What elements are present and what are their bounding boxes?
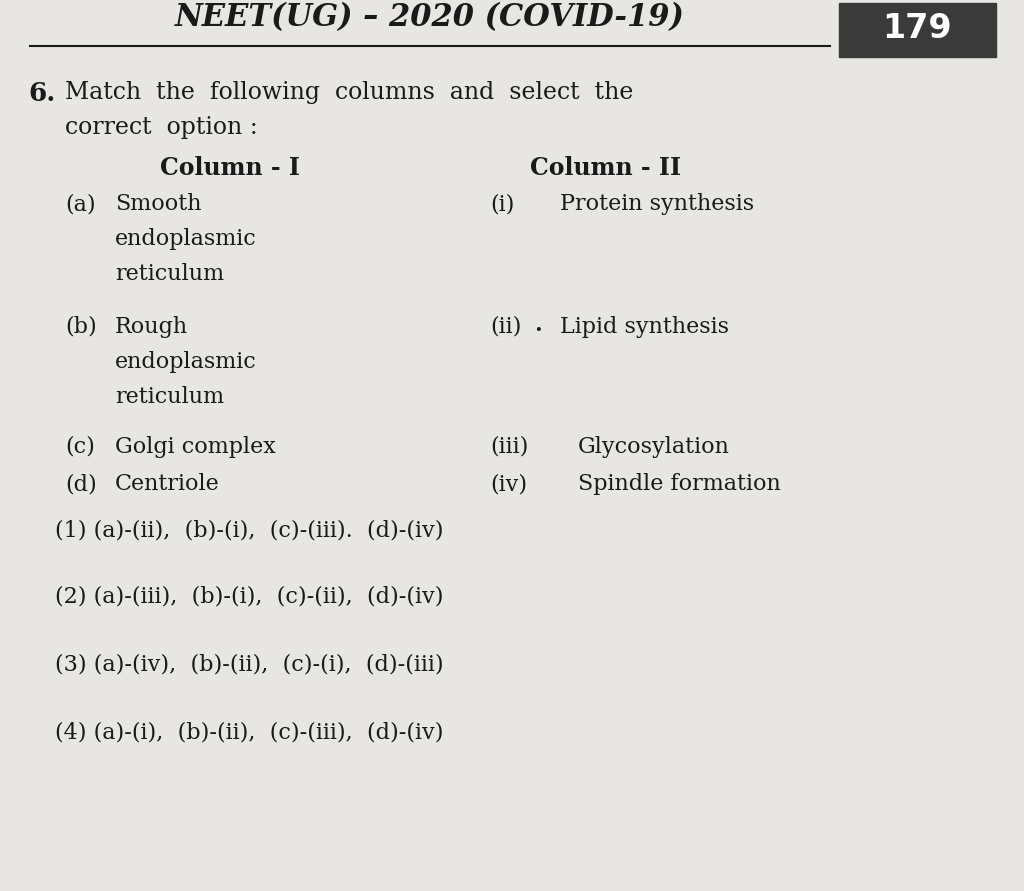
Text: reticulum: reticulum xyxy=(115,386,224,408)
Text: (4) (a)-(i),  (b)-(ii),  (c)-(iii),  (d)-(iv): (4) (a)-(i), (b)-(ii), (c)-(iii), (d)-(i… xyxy=(55,721,443,743)
Text: Smooth: Smooth xyxy=(115,193,202,215)
Text: (3) (a)-(iv),  (b)-(ii),  (c)-(i),  (d)-(iii): (3) (a)-(iv), (b)-(ii), (c)-(i), (d)-(ii… xyxy=(55,653,443,675)
Text: (1) (a)-(ii),  (b)-(i),  (c)-(iii).  (d)-(iv): (1) (a)-(ii), (b)-(i), (c)-(iii). (d)-(i… xyxy=(55,519,443,541)
Text: NEET(UG) – 2020 (COVID-19): NEET(UG) – 2020 (COVID-19) xyxy=(175,2,685,33)
Text: Golgi complex: Golgi complex xyxy=(115,436,275,458)
Text: 179: 179 xyxy=(883,12,952,45)
Text: (c): (c) xyxy=(65,436,95,458)
Text: (i): (i) xyxy=(490,193,514,215)
Text: Column - I: Column - I xyxy=(160,156,300,180)
Text: Lipid synthesis: Lipid synthesis xyxy=(560,316,729,338)
Text: endoplasmic: endoplasmic xyxy=(115,228,257,250)
Text: Match  the  following  columns  and  select  the: Match the following columns and select t… xyxy=(65,81,634,104)
Text: (a): (a) xyxy=(65,193,95,215)
Text: (ii): (ii) xyxy=(490,316,521,338)
Text: correct  option :: correct option : xyxy=(65,116,258,139)
Text: endoplasmic: endoplasmic xyxy=(115,351,257,373)
Text: Glycosylation: Glycosylation xyxy=(578,436,730,458)
Text: reticulum: reticulum xyxy=(115,263,224,285)
FancyBboxPatch shape xyxy=(839,3,996,57)
Text: (2) (a)-(iii),  (b)-(i),  (c)-(ii),  (d)-(iv): (2) (a)-(iii), (b)-(i), (c)-(ii), (d)-(i… xyxy=(55,586,443,608)
Text: Column - II: Column - II xyxy=(530,156,681,180)
Text: Rough: Rough xyxy=(115,316,188,338)
Text: (iv): (iv) xyxy=(490,473,527,495)
Text: ·: · xyxy=(534,316,543,347)
Text: 6.: 6. xyxy=(28,81,55,106)
Text: (iii): (iii) xyxy=(490,436,528,458)
Text: Centriole: Centriole xyxy=(115,473,220,495)
Text: (d): (d) xyxy=(65,473,96,495)
Text: (b): (b) xyxy=(65,316,96,338)
Text: Protein synthesis: Protein synthesis xyxy=(560,193,754,215)
Text: Spindle formation: Spindle formation xyxy=(578,473,780,495)
